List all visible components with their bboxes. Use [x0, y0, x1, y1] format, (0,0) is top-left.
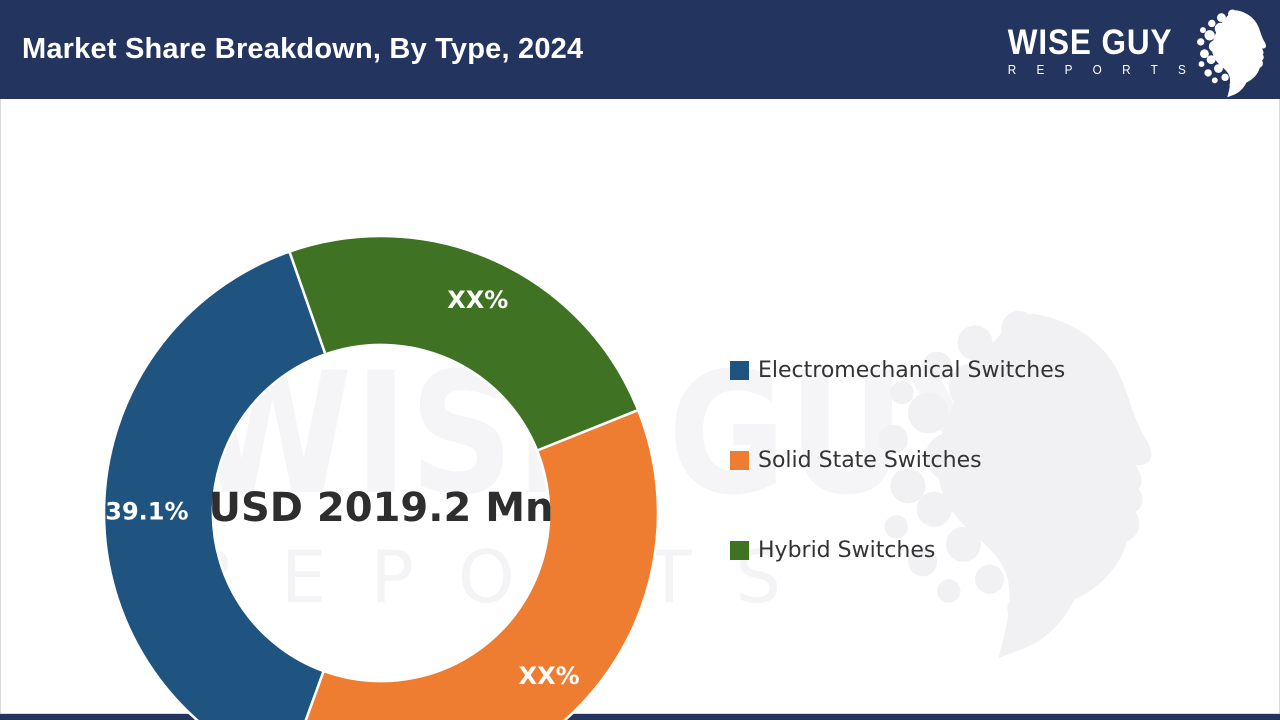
wise-guy-logo: WISE GUY R E P O R T S [1002, 4, 1270, 98]
legend-item-hybrid: Hybrid Switches [730, 535, 1065, 565]
legend-swatch-solid-state [730, 450, 749, 470]
logo-text: WISE GUY R E P O R T S [1007, 23, 1194, 78]
donut-center-label: USD 2019.2 Mn [209, 485, 554, 531]
legend-swatch-electromechanical [730, 360, 749, 380]
donut-segment-pct-label: 39.1% [105, 498, 188, 526]
footer-bar [0, 714, 1280, 720]
legend-label: Hybrid Switches [758, 537, 936, 563]
donut-segment-electromechanical-switches [102, 250, 327, 720]
donut-segment-solid-state-switches [304, 408, 660, 720]
donut-chart: 39.1% XX% XX% USD 2019.2 Mn [102, 234, 660, 720]
legend-swatch-hybrid [730, 540, 749, 560]
legend-item-solid-state: Solid State Switches [730, 445, 1065, 475]
legend-item-electromechanical: Electromechanical Switches [730, 355, 1065, 385]
chart-legend: Electromechanical Switches Solid State S… [730, 355, 1065, 625]
logo-face-icon [1197, 9, 1266, 98]
page-title: Market Share Breakdown, By Type, 2024 [22, 33, 584, 65]
legend-label: Solid State Switches [758, 447, 982, 473]
donut-segment-pct-label: XX% [519, 662, 580, 690]
footer-divider [0, 713, 1280, 714]
header-bar: Market Share Breakdown, By Type, 2024 WI… [0, 0, 1280, 99]
donut-segment-pct-label: XX% [447, 286, 508, 314]
donut-segment-hybrid-switches [288, 234, 640, 452]
logo-wordmark: WISE GUY [1007, 23, 1173, 62]
legend-label: Electromechanical Switches [758, 357, 1066, 383]
logo-subtitle: R E P O R T S [1007, 62, 1194, 77]
chart-area: WISE GUY REPORTS 39.1% XX% XX% USD 2019.2 … [0, 99, 1280, 720]
